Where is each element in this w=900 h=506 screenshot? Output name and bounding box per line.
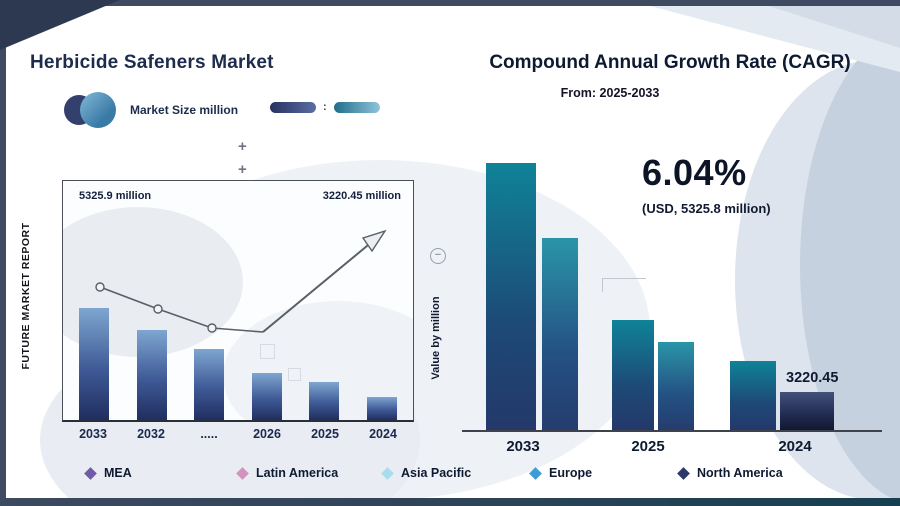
right-chart-subtitle: From: 2025-2033 <box>560 86 660 100</box>
legend-item-europe: Europe <box>529 466 593 480</box>
plus-mark-icon: + <box>238 161 247 178</box>
top-right-triangle-inner <box>750 0 900 48</box>
market-size-legend: Market Size million <box>64 92 238 128</box>
market-size-label: Market Size million <box>130 103 239 117</box>
left-chart-xlabel: 2033 <box>79 427 107 441</box>
diamond-icon <box>529 466 542 480</box>
cagr-value: 6.04% <box>642 152 747 193</box>
diamond-icon <box>381 466 394 480</box>
left-chart-xlabel: 2026 <box>253 427 281 441</box>
right-chart-bar-4 <box>730 361 776 430</box>
right-chart-bar-3 <box>658 342 694 430</box>
market-size-icon <box>64 92 116 128</box>
top-border <box>0 0 900 6</box>
right-chart-bar-5 <box>780 392 834 430</box>
diamond-icon <box>236 466 249 480</box>
future-market-report-label: FUTURE MARKET REPORT <box>20 222 32 370</box>
legend-label: MEA <box>104 466 132 480</box>
right-chart-bars <box>462 150 882 430</box>
right-chart-xlabel: 2024 <box>778 438 812 455</box>
bar-value-annotation: 3220.45 <box>786 370 839 386</box>
left-chart-xlabel: 2025 <box>311 427 339 441</box>
trend-line-arrow <box>95 229 387 333</box>
legend-item-north-america: North America <box>677 466 783 480</box>
legend-item-asia-pacific: Asia Pacific <box>381 466 472 480</box>
decor-square <box>288 368 301 381</box>
coin-front-circle <box>80 92 116 128</box>
right-chart-bar-1 <box>542 238 578 430</box>
left-chart-xlabel: 2024 <box>369 427 397 441</box>
legend-item-latin-america: Latin America <box>236 466 339 480</box>
plus-mark-icon: + <box>238 138 247 155</box>
diamond-icon <box>84 466 97 480</box>
value-axis-label: Value by million <box>430 296 442 380</box>
decor-bracket <box>602 278 646 292</box>
legend-label: Latin America <box>256 466 339 480</box>
legend-label: Europe <box>549 466 593 480</box>
scale-pills: : <box>270 101 380 113</box>
left-chart-xlabel: 2032 <box>137 427 165 441</box>
right-bar-chart <box>462 150 882 432</box>
region-legend: MEA Latin America Asia Pacific Europe North … <box>0 466 900 490</box>
right-chart-xlabel: 2033 <box>506 438 540 455</box>
decor-square <box>260 344 275 359</box>
top-left-wedge <box>0 0 120 50</box>
legend-label: Asia Pacific <box>401 466 472 480</box>
right-chart-xlabel: 2025 <box>631 438 665 455</box>
legend-item-mea: MEA <box>84 466 132 480</box>
right-chart-bar-2 <box>612 320 654 430</box>
left-chart-xaxis: 2033 2032..... 2026 2025 2024 <box>62 427 414 441</box>
pill-separator: : <box>323 101 327 113</box>
legend-label: North America <box>697 466 783 480</box>
left-border <box>0 0 6 506</box>
diamond-icon <box>677 466 690 480</box>
minus-icon: − <box>430 248 446 264</box>
left-bar-chart: 5325.9 million 3220.45 million <box>62 180 414 422</box>
cagr-detail: (USD, 5325.8 million) <box>642 201 771 216</box>
right-chart-xaxis: 2033 2025 2024 <box>462 438 882 458</box>
right-chart-bar-0 <box>486 163 536 430</box>
bottom-border <box>0 498 900 506</box>
navy-pill <box>270 101 316 113</box>
value-annotation-2033: 5325.9 million <box>79 190 152 202</box>
right-chart-title: Compound Annual Growth Rate (CAGR) <box>489 52 851 73</box>
teal-pill <box>333 101 380 113</box>
left-chart-xlabel: ..... <box>200 427 218 441</box>
value-annotation-2024: 3220.45 million <box>322 190 401 202</box>
left-chart-title: Herbicide Safeners Market <box>30 52 274 73</box>
